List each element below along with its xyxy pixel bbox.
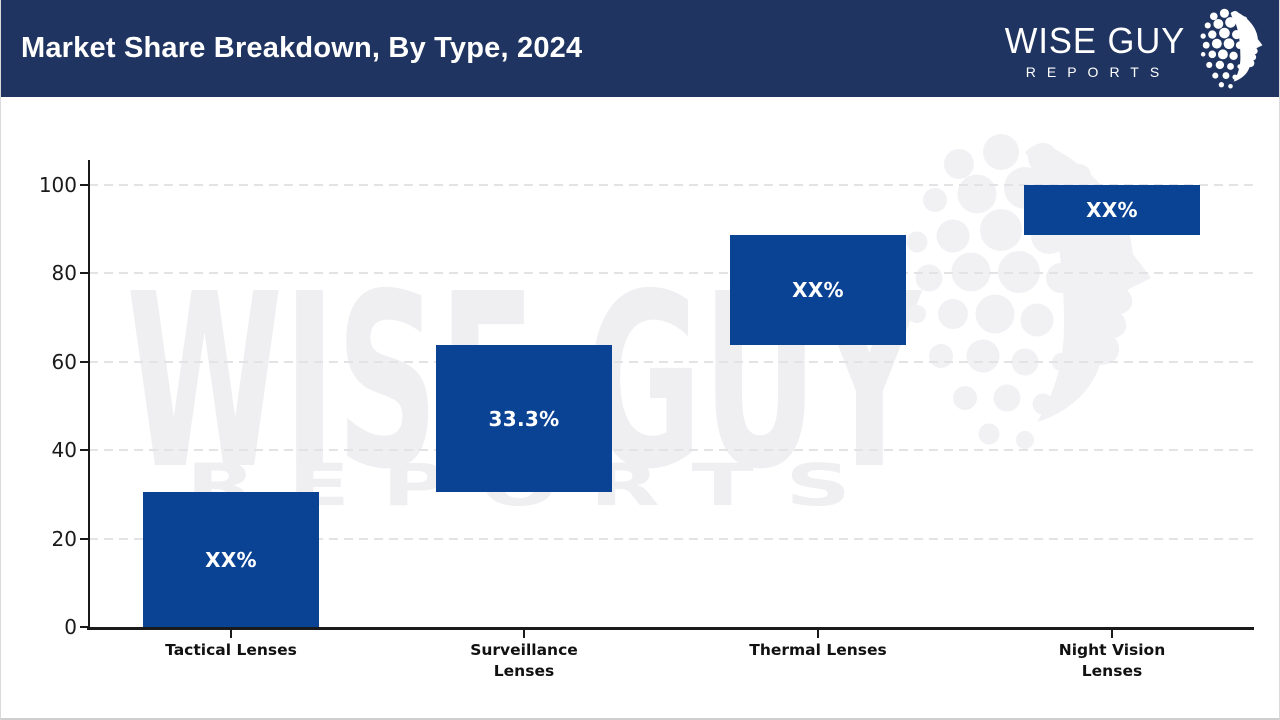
logo-line2: REPORTS <box>1025 63 1171 80</box>
bar-value-label: XX% <box>1086 197 1138 222</box>
bar-night-vision-lenses: XX% <box>1024 185 1200 235</box>
y-tick-mark <box>80 272 88 275</box>
y-tick-label: 40 <box>51 438 77 463</box>
x-tick-mark <box>230 630 232 638</box>
x-category-label: Thermal Lenses <box>749 641 887 659</box>
x-axis-line <box>87 627 1254 630</box>
header-bar: Market Share Breakdown, By Type, 2024 WI… <box>1 0 1279 97</box>
y-tick-label: 20 <box>51 526 77 551</box>
logo-wordmark: WISE GUY REPORTS <box>1001 19 1189 80</box>
x-tick-mark <box>1111 630 1113 638</box>
y-tick-mark <box>80 449 88 452</box>
y-tick-mark <box>80 184 88 186</box>
y-tick-label: 60 <box>51 349 77 374</box>
gridline <box>89 272 1254 275</box>
bar-tactical-lenses: XX% <box>143 492 319 627</box>
watermark-head-icon <box>906 134 1151 449</box>
gridline <box>89 360 1254 363</box>
gridline <box>89 184 1254 186</box>
y-tick-label: 0 <box>64 615 77 639</box>
y-tick-mark <box>80 537 88 540</box>
y-tick-mark <box>80 626 88 628</box>
bar-surveillance-lenses: 33.3% <box>436 345 612 493</box>
y-tick-label: 80 <box>51 261 77 286</box>
chart-title: Market Share Breakdown, By Type, 2024 <box>21 32 583 64</box>
y-tick-mark <box>80 360 88 363</box>
gridline <box>89 537 1254 540</box>
x-category-label: Surveillance Lenses <box>470 641 578 681</box>
gridline <box>89 449 1254 452</box>
logo-head-icon <box>1200 8 1263 89</box>
x-category-label: Tactical Lenses <box>165 641 297 659</box>
x-category-label: Night Vision Lenses <box>1058 641 1166 681</box>
bar-value-label: 33.3% <box>488 406 560 431</box>
x-tick-mark <box>523 630 525 638</box>
bar-value-label: XX% <box>792 277 844 302</box>
bar-value-label: XX% <box>205 547 257 572</box>
x-tick-mark <box>817 630 819 638</box>
y-tick-label: 100 <box>38 173 77 197</box>
wiseguy-logo: WISE GUY REPORTS <box>1001 7 1267 91</box>
bar-thermal-lenses: XX% <box>730 234 906 345</box>
y-axis-line <box>88 160 90 629</box>
logo-line1: WISE GUY <box>1004 19 1186 61</box>
